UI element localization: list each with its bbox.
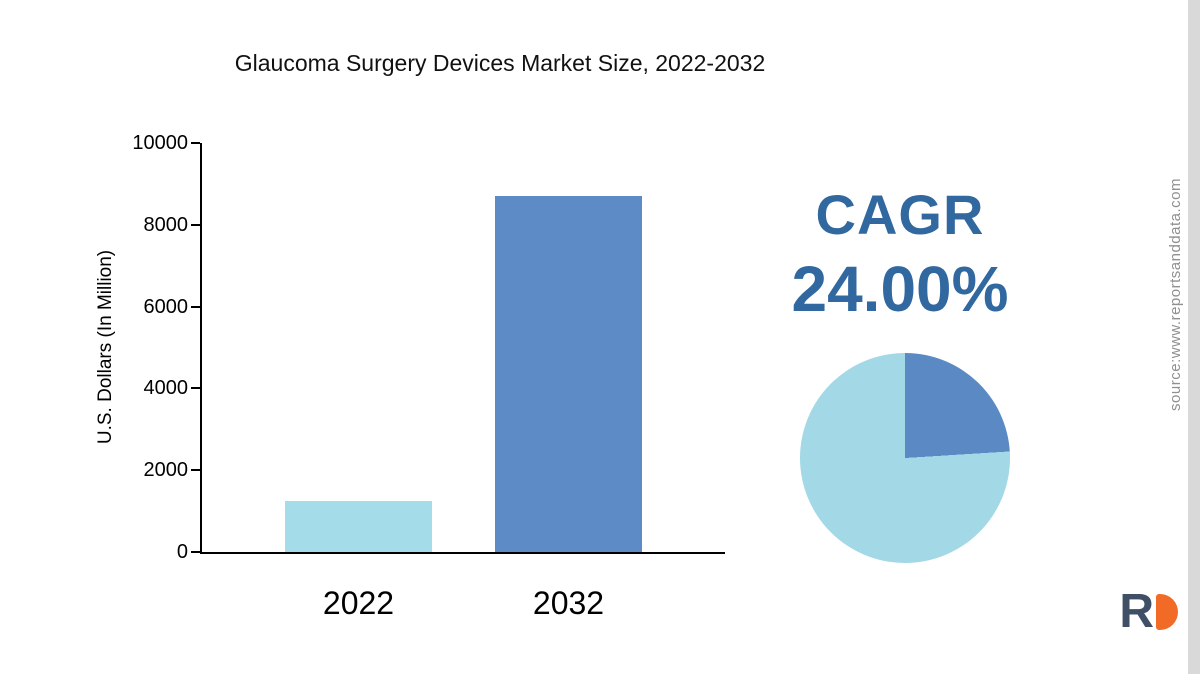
y-tick-mark	[191, 469, 200, 472]
y-tick-mark	[191, 142, 200, 144]
y-tick-label: 0	[176, 541, 188, 563]
x-category-label-2022: 2022	[322, 585, 395, 621]
y-tick-mark	[191, 387, 200, 390]
y-tick-label: 6000	[143, 295, 189, 318]
x-category-label-2032: 2032	[532, 585, 605, 621]
y-axis-label: U.S. Dollars (In Million)	[95, 249, 116, 445]
y-tick-label: 10000	[132, 132, 188, 154]
bar-2032	[495, 196, 642, 552]
cagr-panel: CAGR 24.00%	[735, 183, 1065, 326]
brand-letter: R	[1119, 585, 1154, 638]
source-attribution: source:www.reportsanddata.com	[1167, 178, 1184, 411]
brand-dot-icon	[1156, 594, 1178, 630]
y-tick-mark	[191, 305, 200, 308]
y-tick-label: 2000	[143, 459, 189, 482]
cagr-label: CAGR	[815, 183, 985, 246]
y-tick-label: 4000	[143, 377, 189, 400]
y-tick-mark	[191, 223, 200, 226]
bar-2022	[285, 500, 432, 552]
y-tick-label: 8000	[143, 213, 189, 236]
y-tick-mark	[191, 551, 200, 553]
cagr-pie-chart	[800, 353, 1010, 563]
bar-plot-area	[200, 143, 725, 554]
right-edge-strip	[1188, 0, 1200, 674]
chart-title: Glaucoma Surgery Devices Market Size, 20…	[234, 50, 766, 76]
cagr-value: 24.00%	[791, 253, 1009, 325]
brand-logo: R	[1119, 585, 1178, 638]
